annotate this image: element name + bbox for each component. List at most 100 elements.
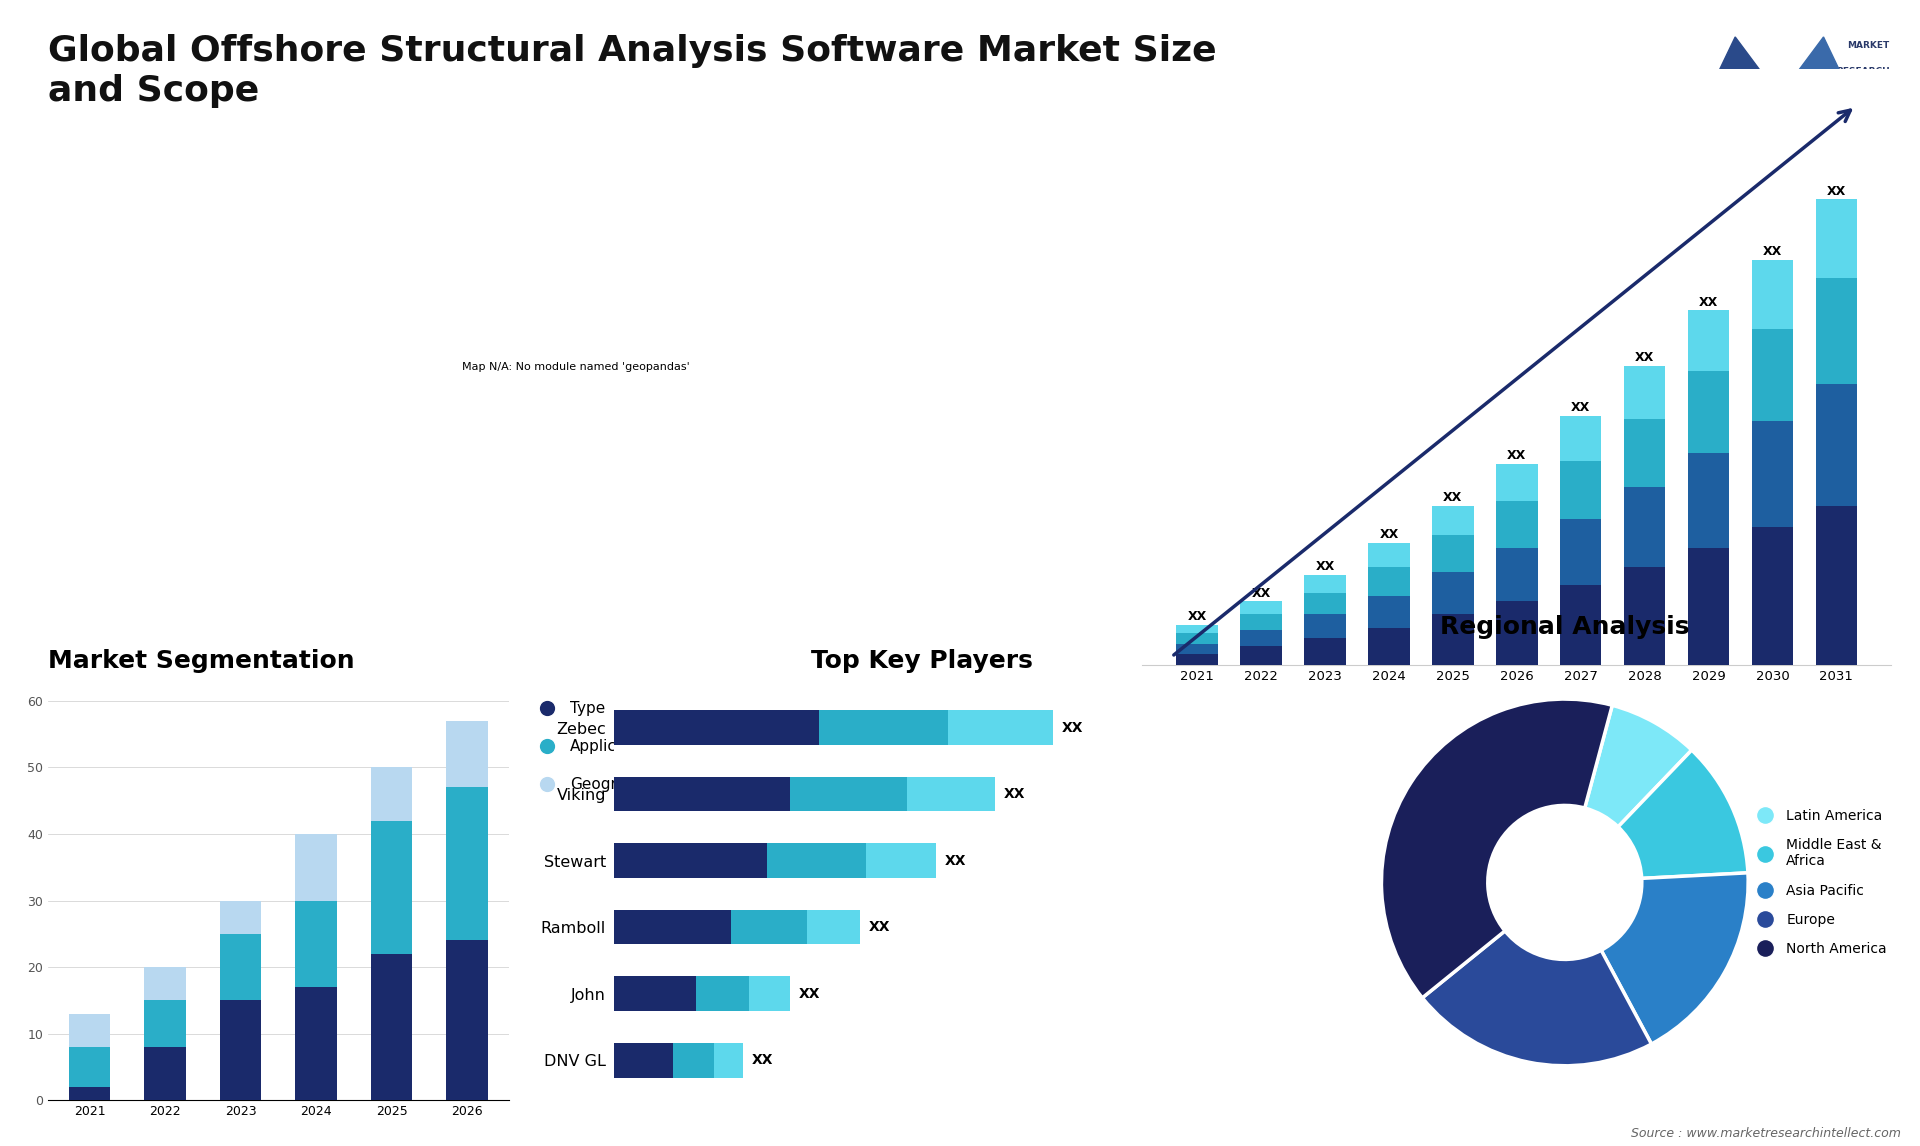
Bar [69,1014,111,1047]
Text: XX: XX [1763,245,1782,258]
Text: XX: XX [1444,492,1463,504]
Bar [614,976,697,1011]
Bar [1432,614,1475,665]
Text: XX: XX [870,920,891,934]
Bar [614,843,766,878]
Text: XX: XX [1252,587,1271,599]
Bar [1816,278,1857,384]
Text: Map N/A: No module named 'geopandas': Map N/A: No module named 'geopandas' [463,362,689,371]
Bar [371,821,413,953]
Bar [749,976,789,1011]
Text: XX: XX [1379,528,1398,541]
Text: XX: XX [1636,351,1655,364]
Bar [144,967,186,1000]
Bar [1559,416,1601,461]
Bar [732,910,808,944]
Bar [296,987,336,1100]
Bar [1816,384,1857,507]
Text: Market Segmentation: Market Segmentation [48,649,355,673]
Bar [1177,654,1217,665]
Bar [221,901,261,934]
Text: MARKET: MARKET [1847,41,1889,50]
Bar [1688,548,1730,665]
Title: Top Key Players: Top Key Players [810,649,1033,673]
Bar [614,1043,672,1077]
Polygon shape [1692,37,1780,129]
Bar [1559,461,1601,519]
Bar [697,976,749,1011]
Bar [221,1000,261,1100]
Bar [1496,501,1538,548]
Bar [866,843,937,878]
Bar [1240,602,1283,614]
Polygon shape [1780,37,1868,129]
Text: XX: XX [753,1053,774,1067]
Bar [614,711,820,745]
Bar [371,768,413,821]
Bar [820,711,948,745]
Bar [1559,586,1601,665]
Bar [296,901,336,987]
Bar [1751,260,1793,329]
Bar [445,787,488,941]
Bar [614,777,789,811]
Bar [1304,614,1346,638]
Bar [1688,371,1730,453]
Bar [1496,548,1538,602]
Bar [766,843,866,878]
Bar [1240,614,1283,630]
Text: Source : www.marketresearchintellect.com: Source : www.marketresearchintellect.com [1630,1128,1901,1140]
Bar [948,711,1054,745]
Text: XX: XX [1571,401,1590,415]
Text: XX: XX [1507,449,1526,462]
Bar [1559,519,1601,586]
Bar [1688,311,1730,371]
Legend: Latin America, Middle East &
Africa, Asia Pacific, Europe, North America: Latin America, Middle East & Africa, Asi… [1745,803,1893,961]
Bar [445,721,488,787]
Bar [144,1047,186,1100]
Bar [1240,646,1283,665]
Bar [789,777,906,811]
Bar [614,910,732,944]
Text: XX: XX [1826,185,1845,197]
Text: RESEARCH: RESEARCH [1836,68,1889,77]
Text: XX: XX [1315,560,1334,573]
Text: XX: XX [1004,787,1025,801]
Wedge shape [1601,873,1747,1044]
Bar [144,1000,186,1047]
Bar [1688,453,1730,548]
Wedge shape [1382,699,1613,998]
Bar [1624,418,1665,487]
Bar [69,1047,111,1086]
Bar [221,934,261,1000]
Text: XX: XX [1699,296,1718,308]
Bar [714,1043,743,1077]
Bar [1369,596,1409,628]
Bar [1432,507,1475,535]
Bar [1816,199,1857,278]
Wedge shape [1423,931,1651,1066]
Bar [808,910,860,944]
Bar [1432,572,1475,614]
Text: Global Offshore Structural Analysis Software Market Size
and Scope: Global Offshore Structural Analysis Soft… [48,34,1217,108]
Bar [371,953,413,1100]
Bar [1751,422,1793,527]
Bar [906,777,995,811]
Bar [1304,575,1346,594]
Bar [1177,633,1217,644]
Bar [1816,507,1857,665]
Bar [1369,567,1409,596]
Text: XX: XX [945,854,966,868]
Legend: Type, Application, Geography: Type, Application, Geography [526,696,662,799]
Bar [1496,602,1538,665]
Bar [1432,535,1475,572]
Wedge shape [1619,751,1747,878]
Text: XX: XX [1062,721,1083,735]
Text: XX: XX [1188,611,1208,623]
Bar [672,1043,714,1077]
Bar [1369,628,1409,665]
Bar [1369,543,1409,567]
Bar [1304,594,1346,614]
Bar [1751,329,1793,422]
Bar [1496,464,1538,501]
